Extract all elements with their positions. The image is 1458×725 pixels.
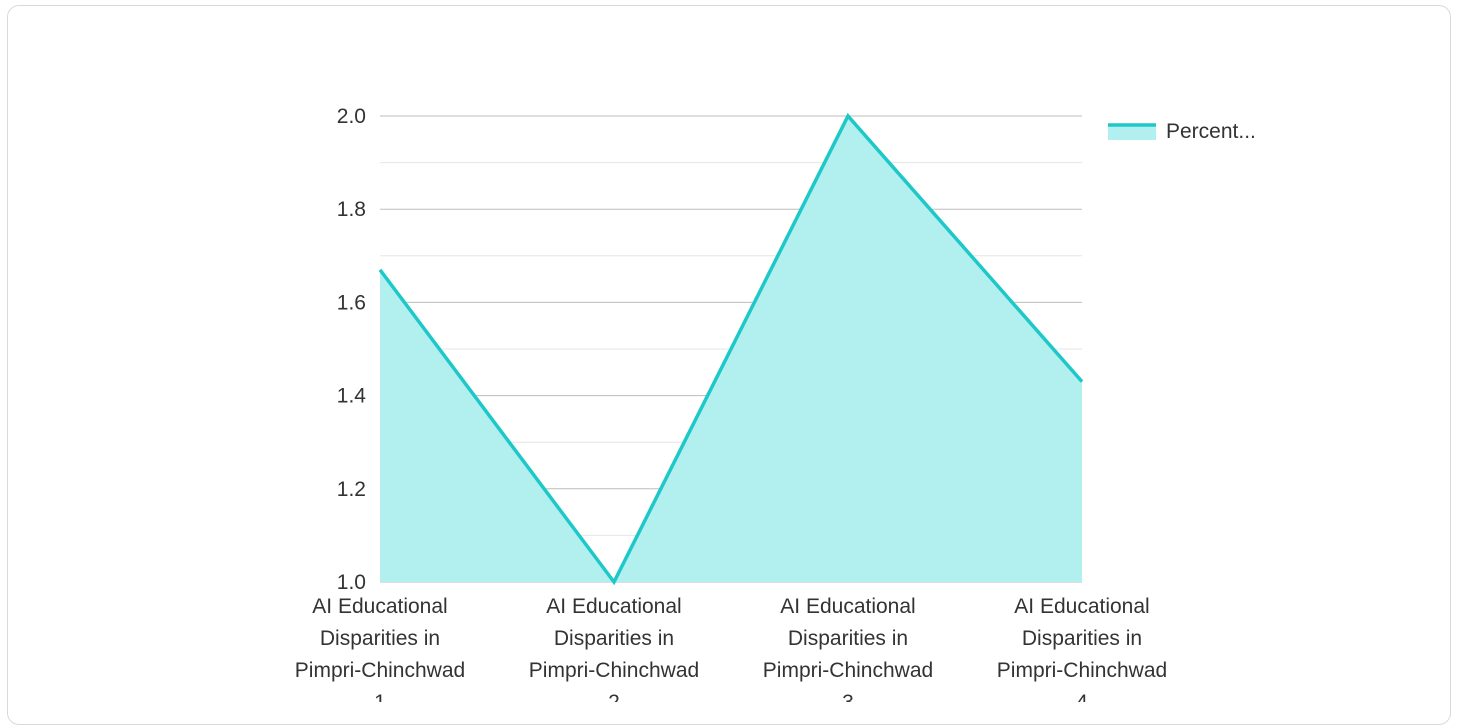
x-tick-label-line: Disparities in [788,627,908,650]
legend-label: Percent... [1166,120,1256,143]
x-tick-label: AI Educational Disparities in Pimpri-Chinc… [997,595,1167,702]
area-chart: 1.0 1.2 1.4 1.6 1.8 2.0 AI Educational Dispari… [0,0,1458,702]
x-tick-label-line: AI Educational [1014,595,1149,618]
y-tick-label: 1.4 [337,385,367,408]
y-tick-label: 1.2 [337,478,366,501]
x-tick-label-line: 3 [842,691,854,702]
x-tick-label-line: 2 [608,691,620,702]
x-tick-label: AI Educational Disparities in Pimpri-Chinc… [295,595,465,702]
x-tick-label-line: AI Educational [312,595,447,618]
x-tick-label-line: Pimpri-Chinchwad [997,659,1167,682]
x-tick-label-line: Pimpri-Chinchwad [763,659,933,682]
x-tick-label-line: Disparities in [1022,627,1142,650]
y-tick-label: 2.0 [337,105,366,128]
x-tick-label-line: Disparities in [554,627,674,650]
x-tick-label-line: AI Educational [546,595,681,618]
x-tick-label-line: Pimpri-Chinchwad [295,659,465,682]
x-tick-label: AI Educational Disparities in Pimpri-Chinc… [763,595,933,702]
x-axis: AI Educational Disparities in Pimpri-Chinc… [295,595,1167,702]
x-tick-label-line: Disparities in [320,627,440,650]
x-tick-label-line: 1 [374,691,386,702]
y-tick-label: 1.0 [337,571,366,594]
x-tick-label-line: 4 [1076,691,1088,702]
x-tick-label: AI Educational Disparities in Pimpri-Chinc… [529,595,699,702]
y-tick-label: 1.8 [337,198,366,221]
x-tick-label-line: AI Educational [780,595,915,618]
y-tick-label: 1.6 [337,291,366,314]
y-axis: 1.0 1.2 1.4 1.6 1.8 2.0 [337,105,367,594]
x-tick-label-line: Pimpri-Chinchwad [529,659,699,682]
legend[interactable]: Percent... [1108,120,1256,143]
